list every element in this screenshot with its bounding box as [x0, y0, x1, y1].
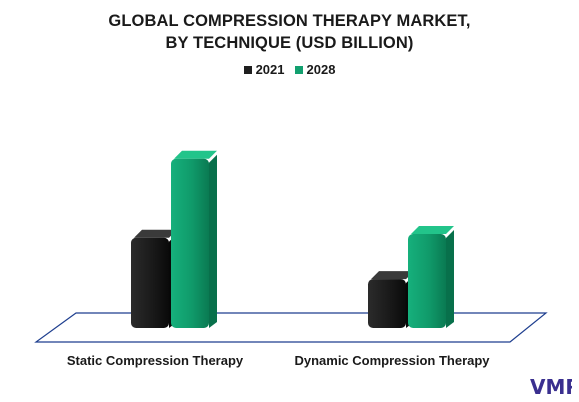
legend-label-2021: 2021	[255, 62, 285, 77]
bar-2028-static	[171, 158, 209, 328]
legend-label-2028: 2028	[306, 62, 336, 77]
bar-top-2028-0	[174, 150, 217, 159]
bar-top-2021-1	[371, 271, 414, 280]
vmr-logo: VMR	[530, 376, 572, 398]
legend-swatch-2028	[294, 65, 303, 74]
category-label-dynamic: Dynamic Compression Therapy	[294, 353, 490, 368]
chart-floor	[34, 312, 548, 343]
bar-top-2028-1	[411, 226, 454, 234]
title-line-1: GLOBAL COMPRESSION THERAPY MARKET,	[108, 12, 471, 30]
logo-text: VMR	[530, 376, 572, 398]
bar-side-2028-1	[446, 230, 454, 328]
bar-2021-dynamic	[368, 279, 406, 328]
legend-swatch-2021	[243, 65, 252, 74]
bar-2021-static	[131, 237, 169, 328]
bar-top-2021-0	[134, 229, 177, 238]
bar-side-2028-0	[209, 154, 217, 328]
bar-2028-dynamic	[408, 234, 446, 328]
legend: 2021 2028	[0, 62, 579, 77]
chart-title: GLOBAL COMPRESSION THERAPY MARKET, BY TE…	[0, 10, 579, 54]
category-label-static: Static Compression Therapy	[66, 353, 244, 368]
title-line-2: BY TECHNIQUE (USD BILLION)	[165, 34, 414, 52]
legend-item-2028: 2028	[294, 62, 336, 77]
legend-item-2021: 2021	[243, 62, 285, 77]
